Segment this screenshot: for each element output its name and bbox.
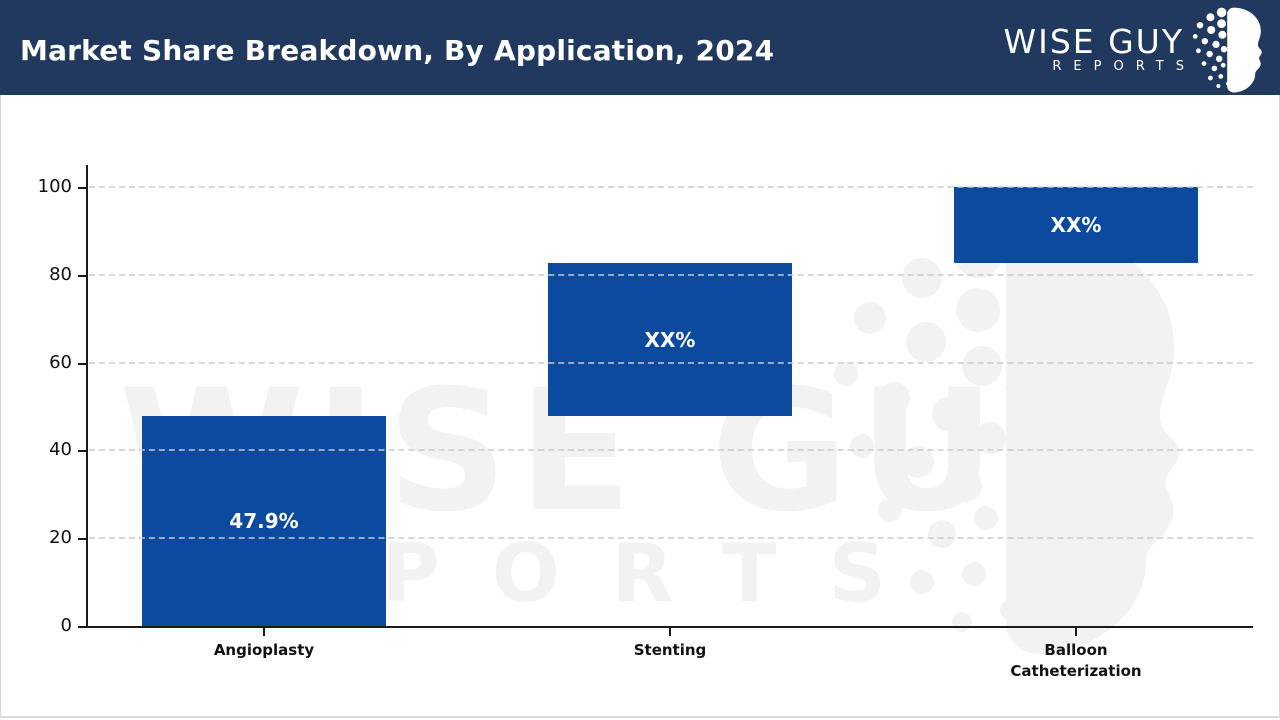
page-title: Market Share Breakdown, By Application, … <box>20 34 775 67</box>
y-tick-label: 20 <box>49 527 72 549</box>
logo-text: WISE GUY REPORTS <box>1003 21 1184 75</box>
gridline-60 <box>89 361 1253 364</box>
y-tick-label: 0 <box>60 615 72 636</box>
bar-segment <box>548 263 792 416</box>
header-bar: Market Share Breakdown, By Application, … <box>0 0 1280 95</box>
x-axis-spine <box>86 626 1253 628</box>
bar-value-label: 47.9% <box>229 508 299 533</box>
y-tick-label: 100 <box>37 176 72 197</box>
wise-guy-logo: WISE GUY REPORTS <box>1003 2 1270 94</box>
logo-wordmark: WISE GUY <box>1003 21 1184 61</box>
bar-value-label: XX% <box>644 327 696 352</box>
y-tick-mark <box>78 362 86 365</box>
y-tick-mark <box>78 626 86 628</box>
y-tick-mark <box>78 187 86 189</box>
gridline-20 <box>89 537 1253 540</box>
x-axis-label-line: Catheterization <box>1010 662 1142 680</box>
x-axis-label: Balloon Catheterization <box>946 640 1206 682</box>
y-tick-label: 80 <box>49 263 72 285</box>
x-axis-label: Angioplasty <box>134 640 394 661</box>
logo-face-icon <box>1192 7 1262 92</box>
x-tick-mark <box>263 628 265 636</box>
gridline-40 <box>89 449 1253 452</box>
x-axis-label-line: Stenting <box>633 641 707 659</box>
y-tick-mark <box>78 450 86 453</box>
x-axis-label-line: Angioplasty <box>213 641 315 659</box>
bar-value-label: XX% <box>1050 213 1102 238</box>
y-tick-mark <box>78 538 86 541</box>
logo-subtitle: REPORTS <box>1052 58 1196 74</box>
x-tick-mark <box>1075 628 1077 636</box>
gridline-80 <box>89 273 1253 276</box>
y-tick-label: 40 <box>49 439 72 461</box>
x-axis-label-line: Balloon <box>1044 641 1108 659</box>
y-tick-mark <box>78 274 86 277</box>
x-axis-label: Stenting <box>540 640 800 661</box>
gridline-100 <box>89 186 1253 188</box>
y-axis-spine <box>86 165 88 628</box>
y-tick-label: 60 <box>49 351 72 373</box>
x-tick-mark <box>669 628 671 636</box>
